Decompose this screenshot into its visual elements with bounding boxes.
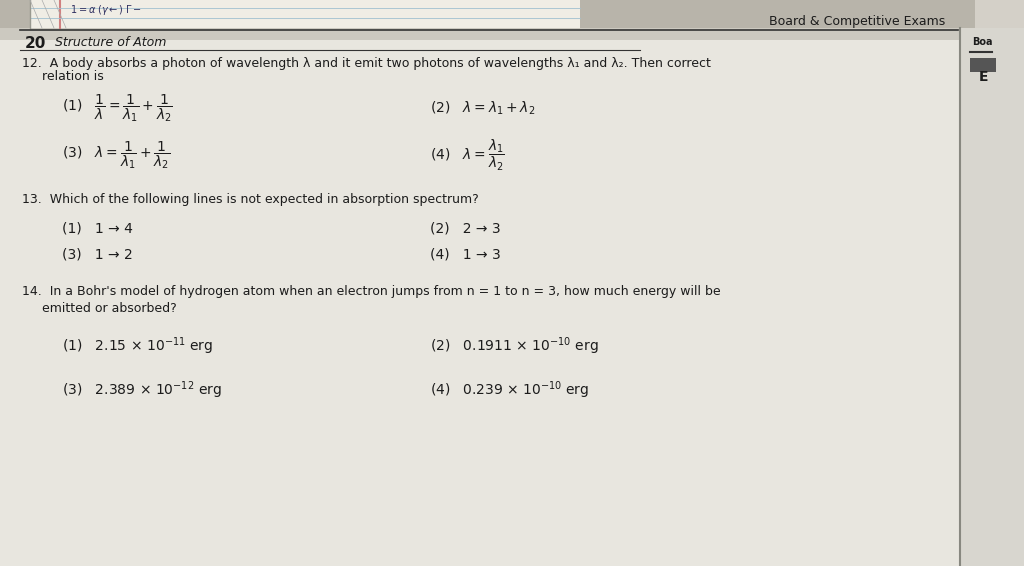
FancyBboxPatch shape: [30, 0, 580, 28]
Text: 13.  Which of the following lines is not expected in absorption spectrum?: 13. Which of the following lines is not …: [22, 194, 479, 207]
Text: (2)   $\lambda = \lambda_1 + \lambda_2$: (2) $\lambda = \lambda_1 + \lambda_2$: [430, 99, 536, 117]
Text: 14.  In a Bohr's model of hydrogen atom when an electron jumps from n = 1 to n =: 14. In a Bohr's model of hydrogen atom w…: [22, 285, 721, 298]
Text: (4)   $\lambda = \dfrac{\lambda_1}{\lambda_2}$: (4) $\lambda = \dfrac{\lambda_1}{\lambda…: [430, 138, 505, 173]
Text: Structure of Atom: Structure of Atom: [55, 36, 166, 49]
Text: (1)   2.15 $\times$ 10$^{-11}$ erg: (1) 2.15 $\times$ 10$^{-11}$ erg: [62, 335, 213, 357]
Text: relation is: relation is: [42, 70, 103, 83]
Text: Board & Competitive Exams: Board & Competitive Exams: [769, 15, 945, 28]
FancyBboxPatch shape: [0, 28, 975, 40]
FancyBboxPatch shape: [961, 28, 1024, 566]
Text: Boa: Boa: [972, 37, 992, 47]
Text: E: E: [978, 70, 988, 84]
Text: (2)   2 → 3: (2) 2 → 3: [430, 221, 501, 235]
Text: 20: 20: [25, 36, 46, 50]
FancyBboxPatch shape: [0, 28, 975, 566]
Text: (3)   2.389 $\times$ 10$^{-12}$ erg: (3) 2.389 $\times$ 10$^{-12}$ erg: [62, 379, 222, 401]
Text: emitted or absorbed?: emitted or absorbed?: [42, 302, 177, 315]
Text: (2)   0.1911 $\times$ 10$^{-10}$ erg: (2) 0.1911 $\times$ 10$^{-10}$ erg: [430, 335, 599, 357]
Text: 12.  A body absorbs a photon of wavelength λ and it emit two photons of waveleng: 12. A body absorbs a photon of wavelengt…: [22, 57, 711, 70]
Text: (1)   $\dfrac{1}{\lambda} = \dfrac{1}{\lambda_1} + \dfrac{1}{\lambda_2}$: (1) $\dfrac{1}{\lambda} = \dfrac{1}{\lam…: [62, 92, 173, 124]
Text: (1)   1 → 4: (1) 1 → 4: [62, 221, 133, 235]
FancyBboxPatch shape: [0, 0, 975, 28]
Text: $1 = \alpha \; (\gamma \leftarrow) \; \Gamma-$: $1 = \alpha \; (\gamma \leftarrow) \; \G…: [70, 3, 141, 17]
Text: (4)   0.239 $\times$ 10$^{-10}$ erg: (4) 0.239 $\times$ 10$^{-10}$ erg: [430, 379, 589, 401]
Text: (3)   $\lambda = \dfrac{1}{\lambda_1} + \dfrac{1}{\lambda_2}$: (3) $\lambda = \dfrac{1}{\lambda_1} + \d…: [62, 139, 170, 171]
FancyBboxPatch shape: [970, 58, 996, 72]
Text: (4)   1 → 3: (4) 1 → 3: [430, 247, 501, 261]
Text: (3)   1 → 2: (3) 1 → 2: [62, 247, 133, 261]
